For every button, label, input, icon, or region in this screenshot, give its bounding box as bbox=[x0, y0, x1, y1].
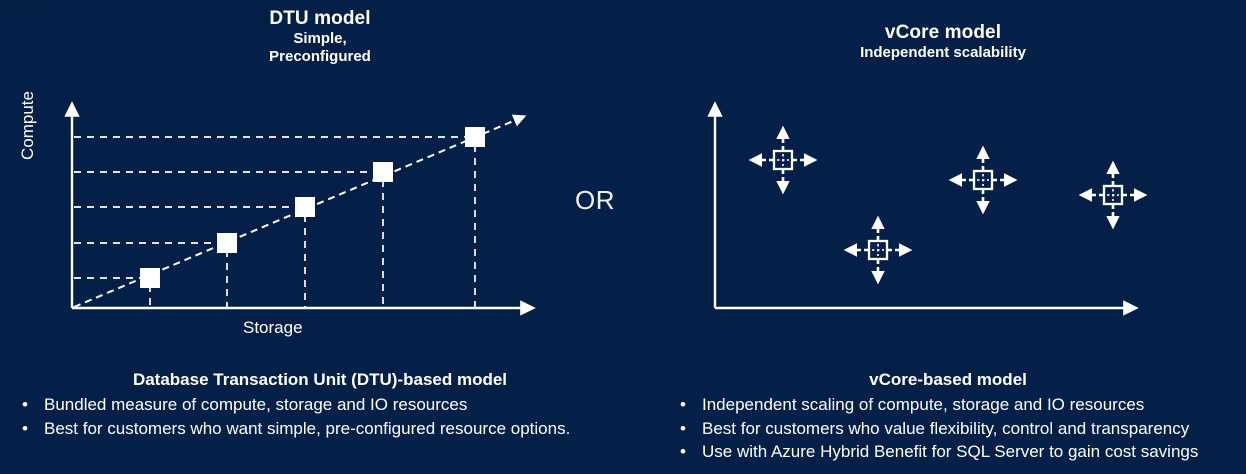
dtu-chart-svg bbox=[64, 101, 536, 316]
dtu-y-axis-label: Compute bbox=[18, 91, 37, 160]
list-item-label: Independent scaling of compute, storage … bbox=[702, 395, 1145, 415]
vcore-axes bbox=[707, 101, 1139, 316]
dtu-subtitle-line-1: Simple, bbox=[293, 30, 347, 48]
bullet-dot-icon: • bbox=[680, 442, 686, 462]
list-item: • Use with Azure Hybrid Benefit for SQL … bbox=[650, 440, 1246, 463]
vcore-data-point bbox=[854, 226, 902, 274]
vcore-heading: vCore model Independent scalability bbox=[640, 22, 1246, 62]
list-item: • Bundled measure of compute, storage an… bbox=[0, 393, 640, 416]
dtu-horizontal-leaders bbox=[74, 136, 468, 279]
list-item-label: Best for customers who want simple, pre-… bbox=[44, 418, 571, 438]
dtu-x-axis-label: Storage bbox=[243, 318, 303, 337]
vcore-footer-title: vCore-based model bbox=[869, 370, 1027, 389]
vcore-panel: vCore model Independent scalability bbox=[640, 0, 1246, 474]
vcore-data-point bbox=[959, 156, 1007, 204]
or-divider-label: OR bbox=[575, 185, 615, 215]
list-item: • Best for customers who value flexibili… bbox=[650, 417, 1246, 440]
dtu-subtitle-line-2: Preconfigured bbox=[269, 48, 371, 66]
dtu-data-points bbox=[140, 127, 485, 288]
list-item-label: Best for customers who value flexibility… bbox=[702, 418, 1190, 438]
dtu-axes bbox=[64, 101, 536, 316]
list-item: • Best for customers who want simple, pr… bbox=[0, 417, 640, 440]
dtu-data-point bbox=[373, 162, 393, 182]
dtu-vertical-leaders bbox=[149, 145, 476, 307]
bullet-dot-icon: • bbox=[680, 395, 686, 415]
dtu-footer-title: Database Transaction Unit (DTU)-based mo… bbox=[132, 370, 508, 389]
bullet-dot-icon: • bbox=[680, 418, 686, 438]
vcore-title: vCore model bbox=[884, 22, 1002, 43]
list-item: • Independent scaling of compute, storag… bbox=[650, 393, 1246, 416]
vcore-footer: vCore-based model • Independent scaling … bbox=[650, 368, 1246, 464]
dtu-data-point bbox=[217, 233, 237, 253]
list-item-label: Bundled measure of compute, storage and … bbox=[44, 395, 468, 415]
dtu-panel: DTU model Simple, Preconfigured bbox=[0, 8, 640, 440]
dtu-data-point bbox=[140, 268, 160, 288]
dtu-data-point bbox=[465, 127, 485, 147]
vcore-data-point bbox=[1089, 171, 1137, 219]
vcore-bullet-list: • Independent scaling of compute, storag… bbox=[650, 393, 1246, 463]
dtu-data-point bbox=[295, 197, 315, 217]
bullet-dot-icon: • bbox=[22, 395, 28, 415]
dtu-chart bbox=[0, 95, 640, 345]
dtu-bullet-list: • Bundled measure of compute, storage an… bbox=[0, 393, 640, 440]
dtu-footer: Database Transaction Unit (DTU)-based mo… bbox=[0, 368, 640, 440]
dtu-title: DTU model bbox=[269, 8, 371, 29]
vcore-data-point bbox=[759, 136, 807, 184]
list-item-label: Use with Azure Hybrid Benefit for SQL Se… bbox=[702, 442, 1199, 462]
vcore-chart bbox=[640, 95, 1246, 345]
dtu-heading: DTU model Simple, Preconfigured bbox=[0, 8, 640, 66]
bullet-dot-icon: • bbox=[22, 418, 28, 438]
vcore-subtitle-line-1: Independent scalability bbox=[860, 44, 1026, 62]
vcore-chart-svg bbox=[707, 101, 1139, 316]
vcore-data-points bbox=[759, 136, 1137, 274]
